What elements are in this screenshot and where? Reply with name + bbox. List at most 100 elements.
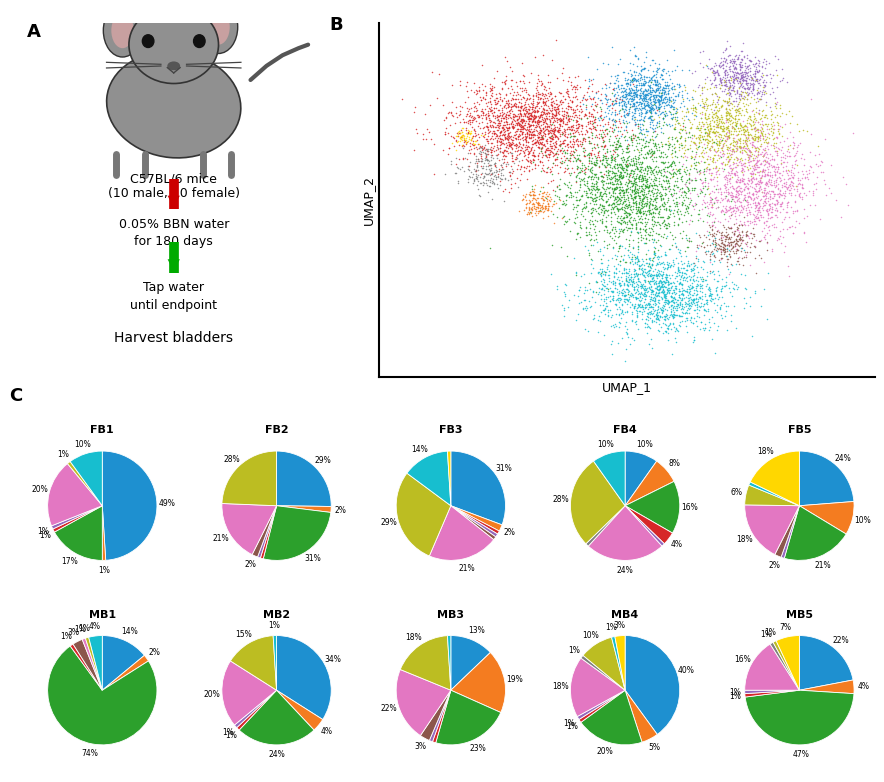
Point xyxy=(514,119,528,131)
Point xyxy=(682,177,696,189)
Point xyxy=(624,134,638,146)
Point xyxy=(705,135,720,148)
Point xyxy=(543,76,557,88)
Point xyxy=(626,75,640,88)
Point xyxy=(623,63,637,76)
Point xyxy=(453,105,468,117)
Point xyxy=(716,124,730,137)
Point xyxy=(791,178,805,190)
Point xyxy=(553,124,568,136)
Point xyxy=(718,186,732,199)
Point xyxy=(610,303,624,315)
Point xyxy=(629,276,644,289)
Point xyxy=(736,75,751,88)
Point xyxy=(672,318,686,331)
Point xyxy=(703,256,717,268)
Point xyxy=(731,133,745,145)
Point xyxy=(747,122,761,135)
Point xyxy=(717,117,731,130)
Point xyxy=(636,292,650,305)
Point xyxy=(591,160,606,173)
Point xyxy=(651,244,665,256)
Point xyxy=(577,198,591,210)
Point xyxy=(492,88,507,100)
Point xyxy=(659,273,673,285)
Point xyxy=(690,253,705,265)
Point xyxy=(577,163,591,175)
Point xyxy=(727,77,741,89)
Point xyxy=(618,289,632,301)
Point xyxy=(467,77,481,89)
Point xyxy=(748,133,762,145)
Point xyxy=(525,193,539,206)
Point xyxy=(658,138,672,151)
Point xyxy=(623,97,637,109)
Point xyxy=(759,118,774,131)
Point xyxy=(644,307,658,319)
Point xyxy=(655,270,669,282)
Point xyxy=(759,99,774,112)
Point xyxy=(453,131,467,144)
Point xyxy=(468,138,482,151)
Point xyxy=(605,170,619,183)
Point xyxy=(679,320,693,332)
Point xyxy=(486,173,500,185)
Point xyxy=(520,104,534,117)
Point xyxy=(720,113,734,125)
Point xyxy=(758,74,772,87)
Point xyxy=(644,268,658,281)
Point xyxy=(616,196,630,209)
Point xyxy=(636,171,651,184)
Point xyxy=(616,203,630,216)
Point xyxy=(736,142,751,155)
Point xyxy=(652,293,667,306)
Point xyxy=(758,84,772,97)
Point xyxy=(613,158,628,170)
Point xyxy=(567,130,581,142)
Point xyxy=(617,262,631,274)
Point xyxy=(812,148,827,160)
Point xyxy=(552,120,567,132)
Point xyxy=(629,286,643,299)
Point xyxy=(731,255,745,267)
Point xyxy=(514,107,528,120)
Wedge shape xyxy=(625,461,674,506)
Point xyxy=(670,267,684,279)
Text: 21%: 21% xyxy=(213,534,229,543)
Point xyxy=(504,93,518,106)
Point xyxy=(609,199,623,212)
Point xyxy=(666,291,680,303)
Point xyxy=(602,125,616,138)
Point xyxy=(559,109,573,121)
Point xyxy=(705,234,720,246)
Point xyxy=(589,232,603,245)
Point xyxy=(570,111,584,124)
Point xyxy=(514,113,529,126)
Point xyxy=(653,199,667,212)
Point xyxy=(536,133,550,145)
Point xyxy=(463,156,477,168)
Point xyxy=(653,93,667,106)
Point xyxy=(655,261,669,274)
Point xyxy=(788,149,802,161)
Point xyxy=(641,79,655,91)
Point xyxy=(623,182,637,195)
Point xyxy=(627,249,641,261)
Point xyxy=(661,276,675,289)
Point xyxy=(734,217,748,230)
Point xyxy=(727,73,741,85)
Point xyxy=(642,87,656,99)
Point xyxy=(719,235,733,247)
Point xyxy=(705,140,719,152)
Point xyxy=(732,195,746,207)
Point xyxy=(666,307,680,320)
Point xyxy=(539,99,553,112)
Point xyxy=(521,139,535,152)
Point xyxy=(504,178,518,190)
Point xyxy=(717,52,731,64)
Point xyxy=(762,173,776,185)
Point xyxy=(741,164,755,177)
Point xyxy=(535,78,549,91)
Point xyxy=(764,105,778,117)
Point xyxy=(687,284,701,296)
